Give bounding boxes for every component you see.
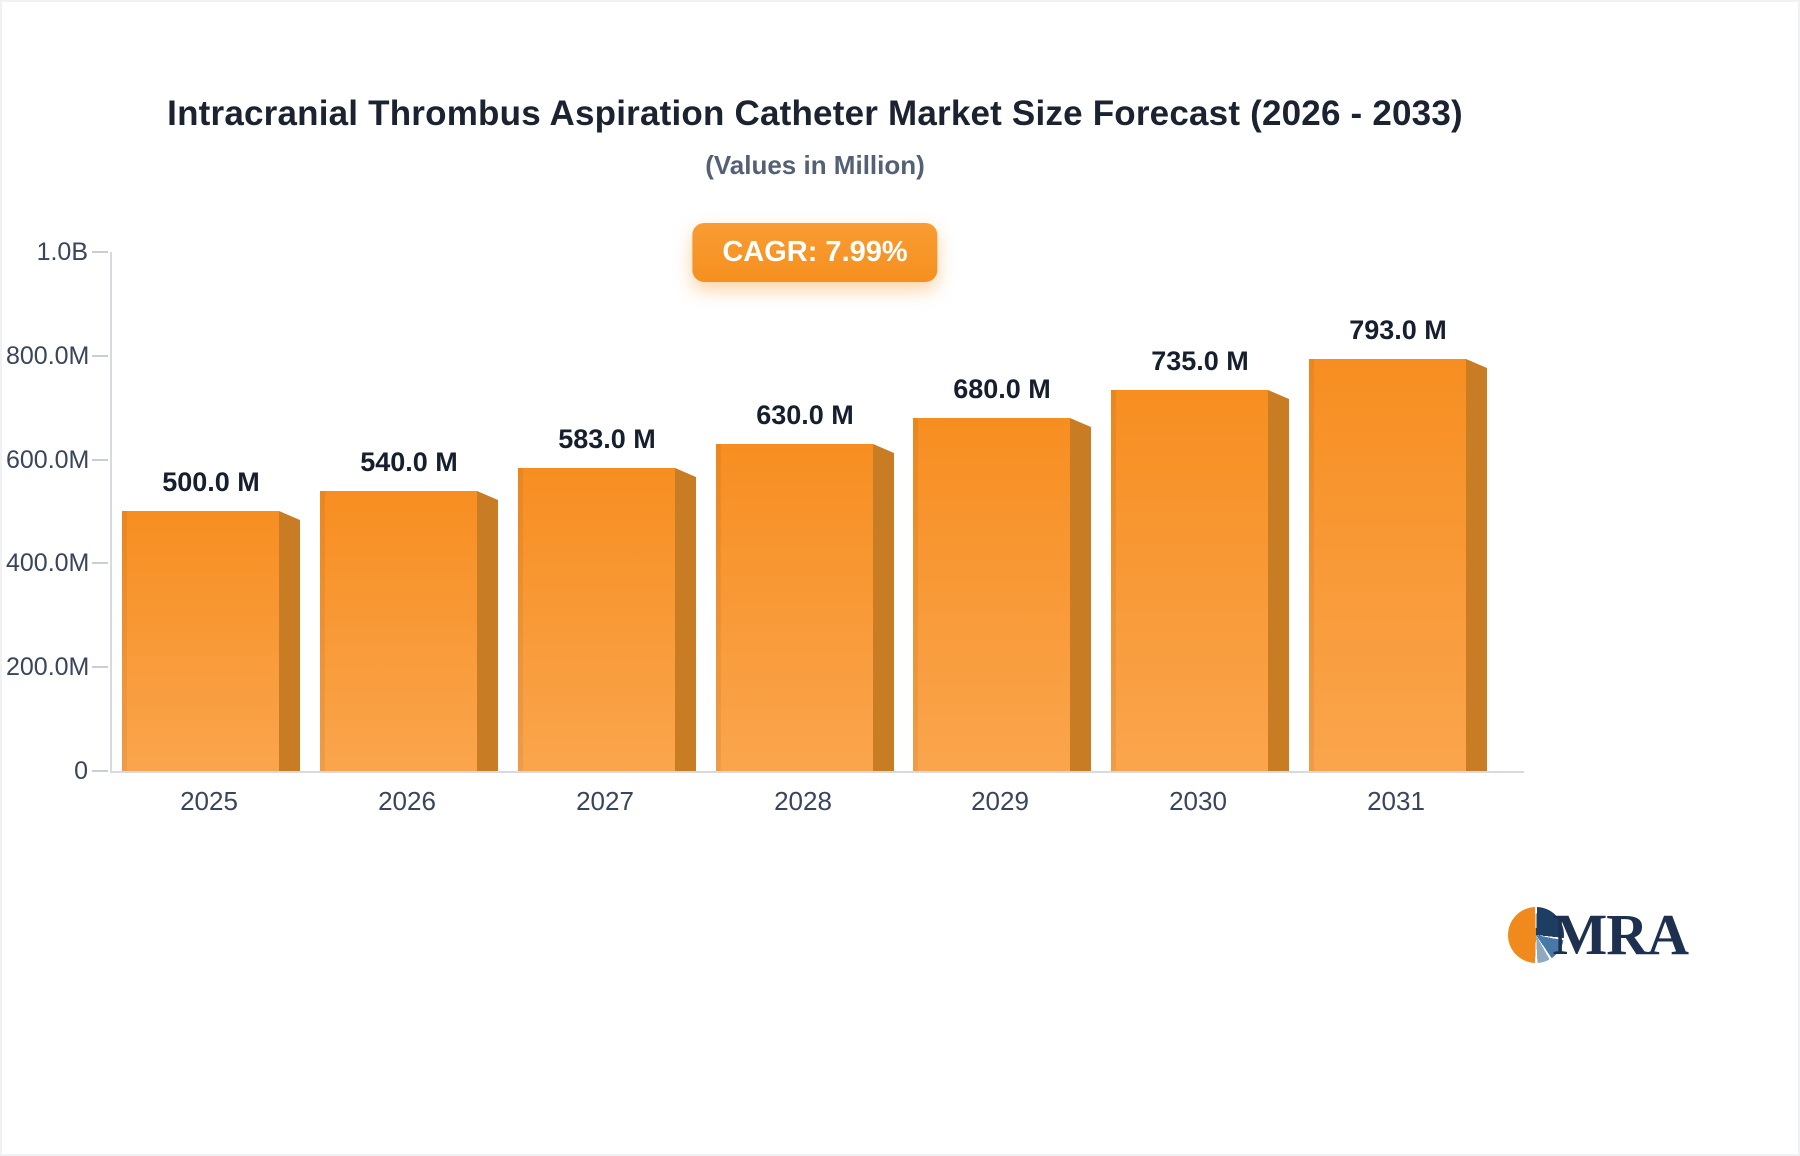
bar-front-face (518, 468, 675, 771)
bar-value-label: 680.0 M (953, 374, 1051, 404)
bar-value-label: 630.0 M (756, 400, 854, 430)
y-axis-tick-label: 600.0M (6, 445, 90, 474)
bar-2031[interactable] (1309, 359, 1487, 771)
bar-front-face (716, 444, 873, 771)
bar-side-face (1466, 359, 1487, 771)
y-axis-tick-label: 400.0M (6, 549, 90, 578)
x-axis-label: 2028 (774, 786, 832, 816)
y-axis-tick-label: 1.0B (36, 238, 88, 266)
y-axis-tick (92, 562, 108, 565)
chart-title: Intracranial Thrombus Aspiration Cathete… (167, 94, 1463, 133)
x-axis-label: 2031 (1367, 786, 1425, 816)
bar-side-face (675, 468, 696, 771)
bar-front-face (913, 418, 1070, 771)
x-axis-label: 2030 (1169, 786, 1227, 816)
x-axis-label: 2026 (378, 786, 436, 816)
bar-value-label: 583.0 M (558, 424, 656, 454)
bar-front-face (320, 491, 477, 771)
bar-value-label: 735.0 M (1151, 346, 1249, 376)
bar-side-face (1268, 390, 1289, 771)
bar-side-face (873, 444, 894, 771)
y-axis-tick (92, 770, 108, 772)
brand-logo: MRA (1508, 901, 1689, 968)
bar-value-label: 540.0 M (360, 447, 458, 477)
y-axis-tick-label: 200.0M (6, 653, 90, 682)
y-axis-tick (92, 458, 108, 461)
y-axis-tick (92, 251, 108, 253)
cagr-badge: CAGR: 7.99% (692, 223, 938, 282)
bar-2026[interactable] (320, 491, 498, 771)
bar-side-face (477, 491, 498, 771)
bar-front-face (1309, 359, 1466, 771)
x-axis: 2025 2026 2027 2028 2029 2030 2031 (110, 786, 1522, 820)
bar-front-face (1111, 390, 1268, 771)
bar-2025[interactable] (122, 511, 300, 771)
bar-2027[interactable] (518, 468, 696, 771)
bar-value-label: 793.0 M (1349, 315, 1447, 345)
chart-subtitle: (Values in Million) (705, 150, 925, 180)
bar-value-label: 500.0 M (162, 467, 260, 497)
bar-2029[interactable] (913, 418, 1091, 771)
y-axis-tick (92, 354, 108, 357)
mra-logo-icon (1508, 906, 1565, 963)
y-axis-tick-label: 0 (74, 757, 88, 785)
bar-front-face (122, 511, 279, 771)
mra-logo-text: MRA (1552, 902, 1689, 967)
x-axis-label: 2029 (971, 786, 1029, 816)
x-axis-label: 2025 (180, 786, 238, 816)
bar-2028[interactable] (716, 444, 894, 771)
x-axis-label: 2027 (576, 786, 634, 816)
plot-area: 500.0 M 540.0 M 583.0 M 630.0 M 680.0 M 735.0… (110, 252, 1524, 773)
y-axis: 0 200.0M 400.0M 600.0M 800.0M 1.0B (0, 0, 130, 1156)
y-axis-tick (92, 666, 108, 669)
y-axis-tick-label: 800.0M (6, 341, 90, 370)
bar-side-face (279, 511, 300, 771)
bar-2030[interactable] (1111, 390, 1289, 771)
bar-side-face (1070, 418, 1091, 771)
